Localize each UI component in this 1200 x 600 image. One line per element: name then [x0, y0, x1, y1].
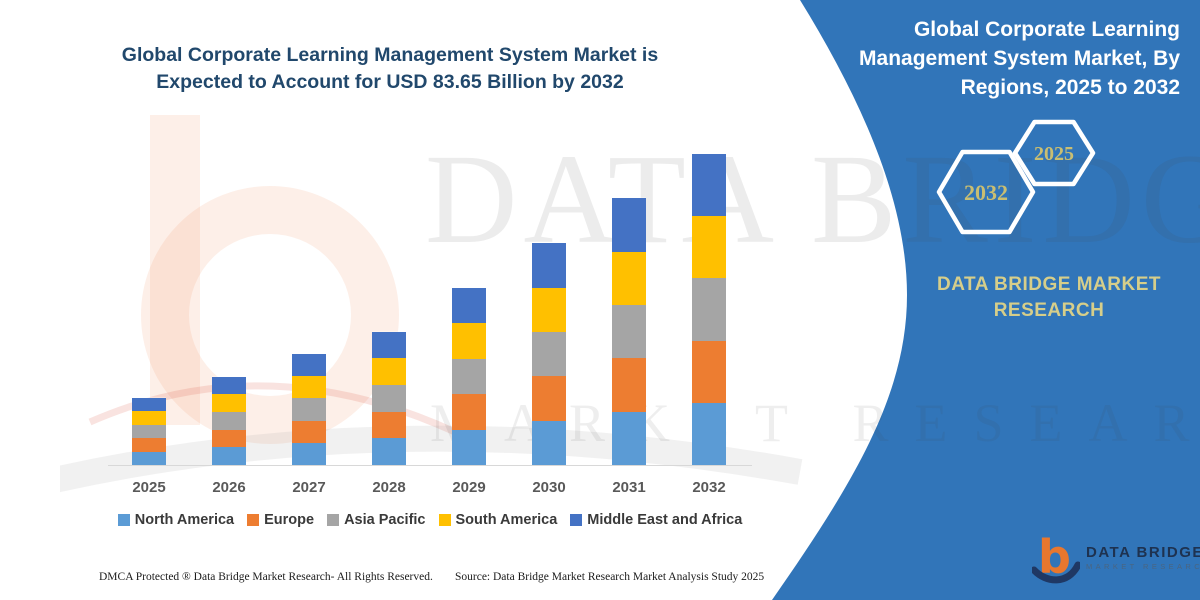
brand-name: DATA BRIDGE MARKET RESEARCH [937, 274, 1161, 321]
bar-segment-europe [532, 376, 566, 421]
bar-segment-south-america [132, 411, 166, 425]
bar-segment-north-america [692, 402, 726, 465]
dbmr-logo-name: DATA BRIDGE [1086, 544, 1200, 562]
x-axis-label: 2028 [372, 479, 406, 496]
x-axis-label: 2032 [692, 479, 726, 496]
x-axis-label: 2029 [452, 479, 486, 496]
bar-segment-middle-east-and-africa [372, 331, 406, 359]
bar-segment-europe [212, 429, 246, 448]
hexagon-badges [936, 119, 1096, 235]
dbmr-logo-subtitle: MARKET RESEARCH [1086, 562, 1200, 572]
bar-segment-south-america [452, 323, 486, 359]
hexagon-year-2025: 2025 [1034, 143, 1074, 165]
legend-swatch [438, 514, 451, 526]
bar-segment-middle-east-and-africa [452, 287, 486, 324]
bar-segment-south-america [532, 287, 566, 332]
bar-segment-middle-east-and-africa [292, 353, 326, 377]
x-axis-label: 2027 [292, 479, 326, 496]
bar-segment-middle-east-and-africa [612, 198, 646, 252]
x-axis-label: 2025 [132, 479, 166, 496]
legend-item-asia-pacific: Asia Pacific [327, 512, 426, 528]
legend-label: Middle East and Africa [587, 512, 743, 528]
legend-swatch [570, 514, 583, 526]
bar-segment-north-america [132, 451, 166, 465]
bar-segment-asia-pacific [372, 385, 406, 412]
x-axis-label: 2026 [212, 479, 246, 496]
bar-segment-north-america [212, 447, 246, 465]
bar-segment-europe [612, 358, 646, 412]
legend-swatch [327, 514, 340, 526]
bar-segment-asia-pacific [292, 398, 326, 421]
legend-label: Asia Pacific [344, 512, 426, 528]
bar-segment-south-america [692, 216, 726, 279]
bar-segment-north-america [292, 442, 326, 465]
footer-source-text: Source: Data Bridge Market Research Mark… [455, 571, 765, 583]
bar-segment-asia-pacific [612, 304, 646, 359]
bar-segment-middle-east-and-africa [532, 243, 566, 288]
x-axis-label: 2031 [612, 479, 646, 496]
bar-segment-south-america [212, 394, 246, 413]
x-axis-line [108, 465, 752, 466]
bar-segment-asia-pacific [692, 278, 726, 341]
bar-segment-middle-east-and-africa [212, 376, 246, 395]
bar-segment-south-america [292, 376, 326, 399]
bar-segment-europe [292, 420, 326, 443]
chart-title: Global Corporate Learning Management Sys… [100, 42, 680, 97]
bar-segment-europe [452, 394, 486, 430]
dbmr-logo-text: DATA BRIDGE MARKET RESEARCH [1086, 544, 1200, 572]
bar-segment-asia-pacific [452, 358, 486, 395]
bar-segment-middle-east-and-africa [692, 154, 726, 217]
chart-legend: North America Europe Asia Pacific South Ame… [100, 512, 760, 528]
legend-swatch [117, 514, 130, 526]
legend-swatch [247, 514, 260, 526]
bar-segment-south-america [372, 358, 406, 386]
bar-segment-asia-pacific [532, 331, 566, 377]
bar-segment-north-america [612, 411, 646, 465]
bar-segment-north-america [372, 438, 406, 465]
bar-segment-north-america [532, 420, 566, 465]
x-axis-label: 2030 [532, 479, 566, 496]
chart-title-line1: Global Corporate Learning Management Sys… [121, 44, 659, 66]
bar-segment-south-america [612, 251, 646, 305]
legend-item-europe: Europe [247, 512, 314, 528]
hexagon-year-2032: 2032 [964, 180, 1008, 205]
legend-label: South America [455, 512, 558, 528]
legend-item-middle-east-and-africa: Middle East and Africa [570, 512, 742, 528]
chart-title-line2: Expected to Account for USD 83.65 Billio… [156, 71, 624, 94]
bar-segment-north-america [452, 429, 486, 465]
legend-item-north-america: North America [117, 512, 235, 528]
legend-label: North America [134, 512, 235, 528]
footer-dmca-text: DMCA Protected ® Data Bridge Market Rese… [99, 571, 433, 583]
bar-segment-middle-east-and-africa [132, 398, 166, 412]
bar-segment-europe [692, 340, 726, 403]
bar-segment-europe [372, 411, 406, 439]
bar-segment-asia-pacific [132, 424, 166, 439]
dbmr-logo-b-icon: b [1032, 532, 1080, 584]
bar-segment-asia-pacific [212, 412, 246, 430]
panel-title: Global Corporate Learning Management Sys… [859, 18, 1180, 99]
bar-segment-europe [132, 438, 166, 452]
dbmr-logo: b DATA BRIDGE MARKET RESEARCH [1032, 532, 1200, 584]
legend-item-south-america: South America [438, 512, 558, 528]
legend-label: Europe [264, 512, 315, 528]
